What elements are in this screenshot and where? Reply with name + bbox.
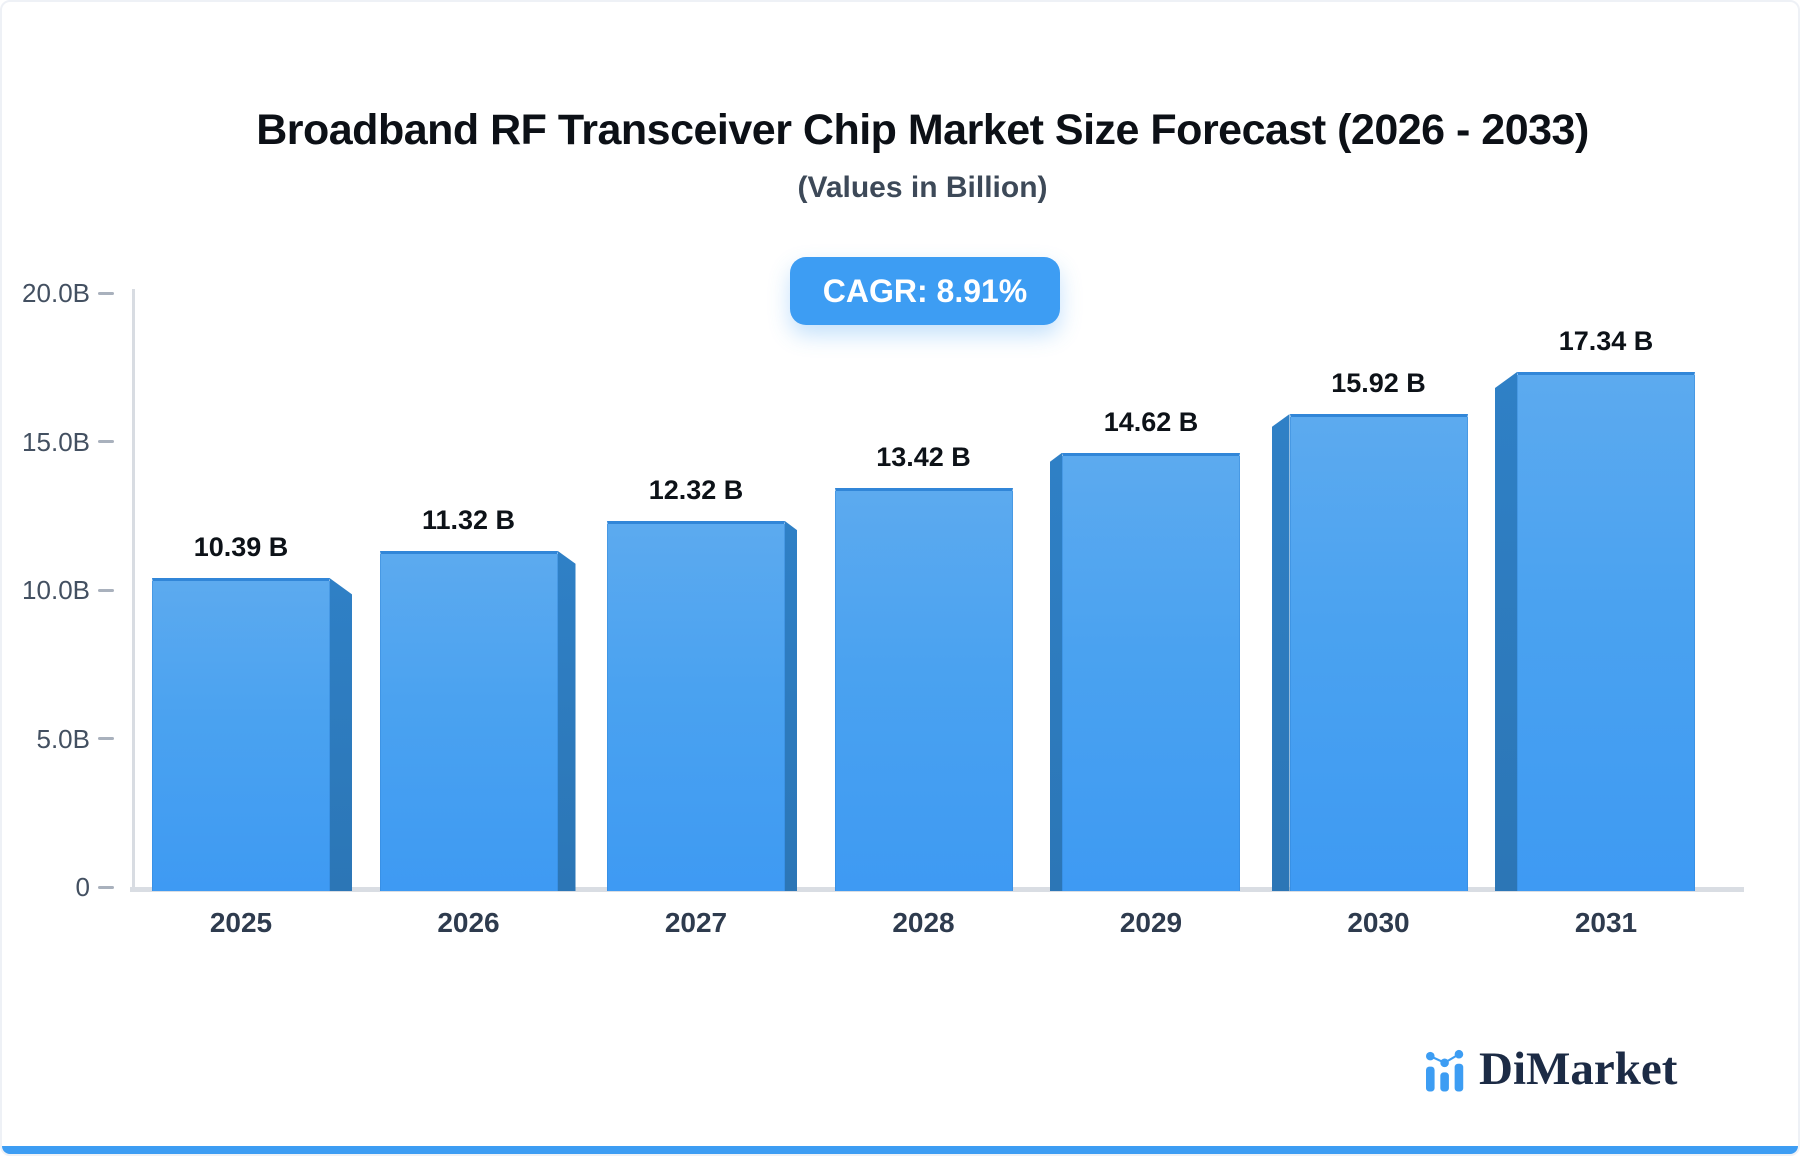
bar-2025[interactable] xyxy=(152,578,330,891)
x-tick-label: 2027 xyxy=(664,907,728,938)
chart-title: Broadband RF Transceiver Chip Market Siz… xyxy=(256,106,1589,154)
bar-side-face xyxy=(557,550,576,891)
y-tick-dash xyxy=(98,440,114,443)
bar-value-label: 17.34 B xyxy=(1558,326,1654,356)
y-tick-dash xyxy=(98,291,114,295)
x-tick-label: 2025 xyxy=(209,907,273,938)
mini-bar-chart-icon xyxy=(1426,1049,1464,1091)
brand-name: DiMarket xyxy=(1479,1043,1678,1095)
x-tick-label: 2029 xyxy=(1119,907,1183,938)
y-tick-dash xyxy=(98,588,114,592)
chart-header: Broadband RF Transceiver Chip Market Siz… xyxy=(2,102,1798,206)
y-tick-label: 10.0B xyxy=(22,575,90,605)
bar-2027[interactable] xyxy=(607,521,785,891)
bar-value-label: 10.39 B xyxy=(193,532,289,563)
y-axis-line xyxy=(131,289,135,891)
bar-value-label: 13.42 B xyxy=(876,442,971,473)
bar-side-face xyxy=(1495,372,1517,891)
y-tick-label: 20.0B xyxy=(22,278,90,308)
bar-2031[interactable] xyxy=(1517,372,1695,891)
y-tick-label: 5.0B xyxy=(36,723,91,754)
bar-side-face xyxy=(330,578,352,891)
x-tick-label: 2031 xyxy=(1574,907,1638,938)
bar-value-label: 14.62 B xyxy=(1103,406,1199,437)
bar-value-label: 12.32 B xyxy=(648,475,744,506)
bar-2028[interactable] xyxy=(834,488,1013,891)
bar-value-label: 11.32 B xyxy=(421,504,516,535)
x-tick-label: 2026 xyxy=(437,907,500,938)
chart-subtitle: (Values in Billion) xyxy=(797,171,1048,204)
bar-2026[interactable] xyxy=(379,550,558,891)
y-tick-dash xyxy=(98,737,114,740)
bar-2029[interactable] xyxy=(1062,452,1240,891)
y-tick-dash xyxy=(98,885,114,889)
bar-side-face xyxy=(1050,452,1062,891)
bar-side-face xyxy=(1271,414,1290,891)
x-tick-label: 2028 xyxy=(892,907,955,938)
x-tick-label: 2030 xyxy=(1347,907,1410,938)
footer-accent-bar xyxy=(2,1146,1798,1154)
bar-value-label: 15.92 B xyxy=(1331,368,1426,399)
y-tick-label: 15.0B xyxy=(22,426,90,457)
cagr-badge: CAGR: 8.91% xyxy=(790,257,1060,325)
bar-side-face xyxy=(785,521,797,891)
bar-2030[interactable] xyxy=(1289,414,1468,891)
brand-logo: DiMarket xyxy=(1426,1042,1677,1096)
y-tick-label: 0 xyxy=(75,872,90,902)
